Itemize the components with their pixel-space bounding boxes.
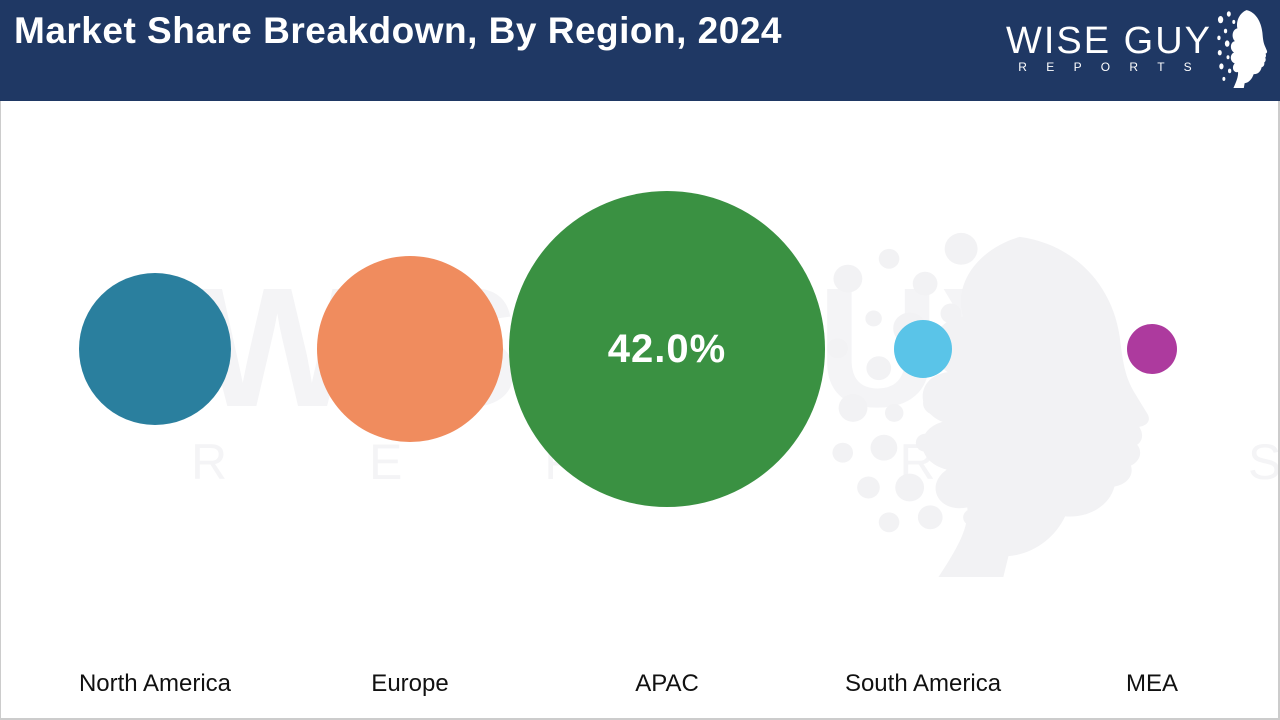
head-profile-icon	[1217, 10, 1268, 88]
bubble-south-america	[894, 320, 952, 378]
category-label-south-america: South America	[844, 670, 1002, 697]
watermark-head-profile-icon	[827, 232, 1149, 577]
logo-reports: R E P O R T S	[1018, 60, 1200, 75]
header-bar: Market Share Breakdown, By Region, 2024 …	[0, 0, 1280, 101]
logo-name: WISE GUY	[1005, 19, 1212, 62]
bubble-chart: WISE GUY R E P O R T S N	[0, 101, 1280, 720]
page-title: Market Share Breakdown, By Region, 2024	[14, 10, 782, 51]
category-label-europe: Europe	[371, 670, 449, 697]
logo-text: WISE GUY R E P O R T S	[1006, 20, 1212, 75]
bubble-apac: 42.0%	[509, 191, 825, 507]
category-label-north-america: North America	[78, 670, 232, 697]
category-label-mea: MEA	[1125, 670, 1179, 697]
bubble-mea	[1127, 324, 1177, 374]
bubble-europe	[317, 256, 503, 442]
wise-guy-logo: WISE GUY R E P O R T S	[1006, 6, 1270, 88]
category-label-apac: APAC	[635, 670, 699, 697]
bubble-data-label: 42.0%	[607, 326, 727, 371]
bubble-north-america	[79, 273, 231, 425]
